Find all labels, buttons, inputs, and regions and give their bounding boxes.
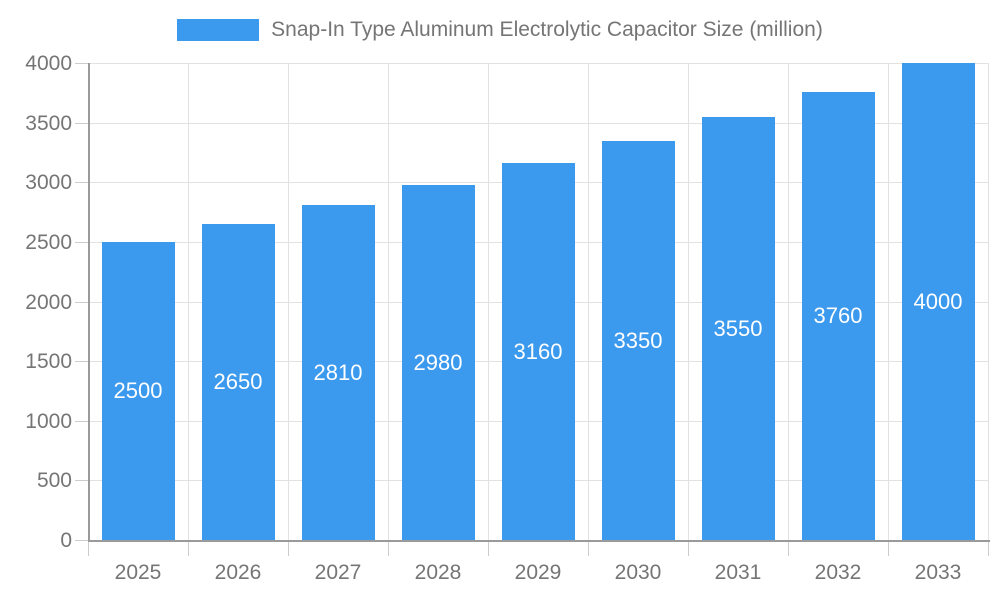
gridline <box>788 63 789 540</box>
y-tick-label: 3000 <box>25 171 72 194</box>
legend[interactable]: Snap-In Type Aluminum Electrolytic Capac… <box>0 18 1000 42</box>
y-tick-mark <box>75 540 88 541</box>
bar <box>801 92 875 540</box>
gridline <box>188 63 189 540</box>
y-tick-mark <box>75 421 88 422</box>
y-tick-mark <box>75 361 88 362</box>
y-tick-label: 500 <box>36 469 72 492</box>
gridline <box>388 63 389 540</box>
bar-value-label: 2980 <box>413 350 463 375</box>
bar <box>901 63 975 540</box>
bar-value-label: 4000 <box>913 289 963 314</box>
x-tick-mark <box>488 542 489 556</box>
x-tick-mark <box>88 542 89 556</box>
x-tick-mark <box>888 542 889 556</box>
bar <box>601 141 675 540</box>
bar-value-label: 2650 <box>213 369 263 394</box>
x-tick-label: 2026 <box>214 561 262 584</box>
x-tick-mark <box>688 542 689 556</box>
bar-value-label: 2810 <box>313 360 363 385</box>
bar-value-label: 3760 <box>813 303 863 328</box>
y-tick-label: 1000 <box>25 410 72 433</box>
x-tick-mark <box>188 542 189 556</box>
y-tick-mark <box>75 302 88 303</box>
gridline <box>88 63 988 64</box>
x-axis-line <box>88 540 990 542</box>
bar <box>201 224 275 540</box>
y-tick-label: 2000 <box>25 291 72 314</box>
y-tick-mark <box>75 123 88 124</box>
gridline <box>488 63 489 540</box>
bar <box>101 242 175 540</box>
bar-value-label: 3350 <box>613 328 663 353</box>
y-tick-mark <box>75 63 88 64</box>
x-tick-mark <box>388 542 389 556</box>
legend-swatch <box>177 19 260 41</box>
y-tick-label: 1500 <box>25 350 72 373</box>
y-tick-label: 2500 <box>25 231 72 254</box>
x-tick-mark <box>588 542 589 556</box>
gridline <box>688 63 689 540</box>
legend-label: Snap-In Type Aluminum Electrolytic Capac… <box>271 18 823 41</box>
x-tick-label: 2028 <box>414 561 462 584</box>
x-tick-mark <box>288 542 289 556</box>
x-tick-label: 2027 <box>314 561 362 584</box>
x-tick-label: 2031 <box>714 561 762 584</box>
y-tick-mark <box>75 480 88 481</box>
gridline <box>888 63 889 540</box>
x-tick-label: 2032 <box>814 561 862 584</box>
x-tick-label: 2029 <box>514 561 562 584</box>
x-tick-label: 2025 <box>114 561 162 584</box>
y-tick-mark <box>75 182 88 183</box>
x-tick-mark <box>988 542 989 556</box>
bar-value-label: 3550 <box>713 316 763 341</box>
x-tick-label: 2030 <box>614 561 662 584</box>
y-tick-label: 0 <box>60 529 72 552</box>
bar <box>301 205 375 540</box>
gridline <box>988 63 989 540</box>
gridline <box>588 63 589 540</box>
bar-value-label: 2500 <box>113 378 163 403</box>
bar <box>701 117 775 540</box>
bar-value-label: 3160 <box>513 339 563 364</box>
x-tick-mark <box>788 542 789 556</box>
y-axis-line <box>88 63 90 540</box>
gridline <box>288 63 289 540</box>
y-tick-mark <box>75 242 88 243</box>
gridline <box>88 123 988 124</box>
bar <box>401 185 475 540</box>
y-tick-label: 4000 <box>25 52 72 75</box>
bar <box>501 163 575 540</box>
y-tick-label: 3500 <box>25 112 72 135</box>
x-tick-label: 2033 <box>914 561 962 584</box>
